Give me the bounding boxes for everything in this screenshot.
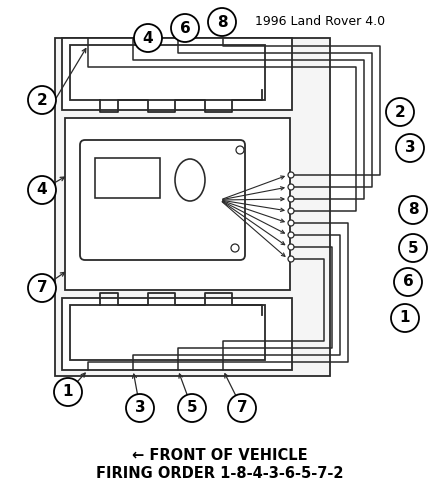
- Text: 1996 Land Rover 4.0: 1996 Land Rover 4.0: [255, 15, 385, 28]
- Circle shape: [288, 244, 294, 250]
- Text: 2: 2: [37, 93, 47, 108]
- Circle shape: [288, 184, 294, 190]
- Text: 2: 2: [395, 105, 406, 120]
- Circle shape: [288, 196, 294, 202]
- Circle shape: [396, 134, 424, 162]
- Ellipse shape: [175, 159, 205, 201]
- Bar: [95, 158, 160, 198]
- Text: 1: 1: [400, 310, 410, 325]
- Circle shape: [386, 98, 414, 126]
- Text: 7: 7: [37, 281, 47, 295]
- Circle shape: [399, 234, 427, 262]
- Bar: [70, 305, 265, 360]
- Circle shape: [288, 208, 294, 214]
- Circle shape: [288, 220, 294, 226]
- Circle shape: [208, 8, 236, 36]
- Text: 8: 8: [217, 15, 227, 30]
- Text: 8: 8: [408, 203, 418, 217]
- Bar: [62, 298, 292, 370]
- Bar: [70, 45, 265, 100]
- Circle shape: [134, 24, 162, 52]
- Text: 4: 4: [37, 183, 47, 198]
- Circle shape: [28, 176, 56, 204]
- Text: 3: 3: [135, 400, 145, 415]
- Text: FIRING ORDER 1-8-4-3-6-5-7-2: FIRING ORDER 1-8-4-3-6-5-7-2: [96, 466, 344, 481]
- Bar: [62, 38, 292, 110]
- Bar: [65, 118, 290, 290]
- Text: 6: 6: [403, 275, 413, 290]
- Circle shape: [126, 394, 154, 422]
- Circle shape: [228, 394, 256, 422]
- Text: 6: 6: [180, 21, 191, 36]
- Circle shape: [288, 232, 294, 238]
- Circle shape: [399, 196, 427, 224]
- Circle shape: [178, 394, 206, 422]
- Circle shape: [54, 378, 82, 406]
- Text: 1: 1: [63, 384, 73, 399]
- Circle shape: [28, 274, 56, 302]
- Circle shape: [391, 304, 419, 332]
- Circle shape: [288, 172, 294, 178]
- FancyBboxPatch shape: [80, 140, 245, 260]
- Circle shape: [171, 14, 199, 42]
- Circle shape: [236, 146, 244, 154]
- Text: ← FRONT OF VEHICLE: ← FRONT OF VEHICLE: [132, 448, 308, 463]
- Circle shape: [28, 86, 56, 114]
- Text: 3: 3: [405, 140, 415, 155]
- Circle shape: [231, 244, 239, 252]
- Text: 4: 4: [143, 31, 153, 45]
- Circle shape: [288, 256, 294, 262]
- Circle shape: [394, 268, 422, 296]
- Text: 5: 5: [187, 400, 197, 415]
- Text: 5: 5: [408, 240, 418, 256]
- Text: 7: 7: [237, 400, 247, 415]
- Bar: [55, 38, 330, 376]
